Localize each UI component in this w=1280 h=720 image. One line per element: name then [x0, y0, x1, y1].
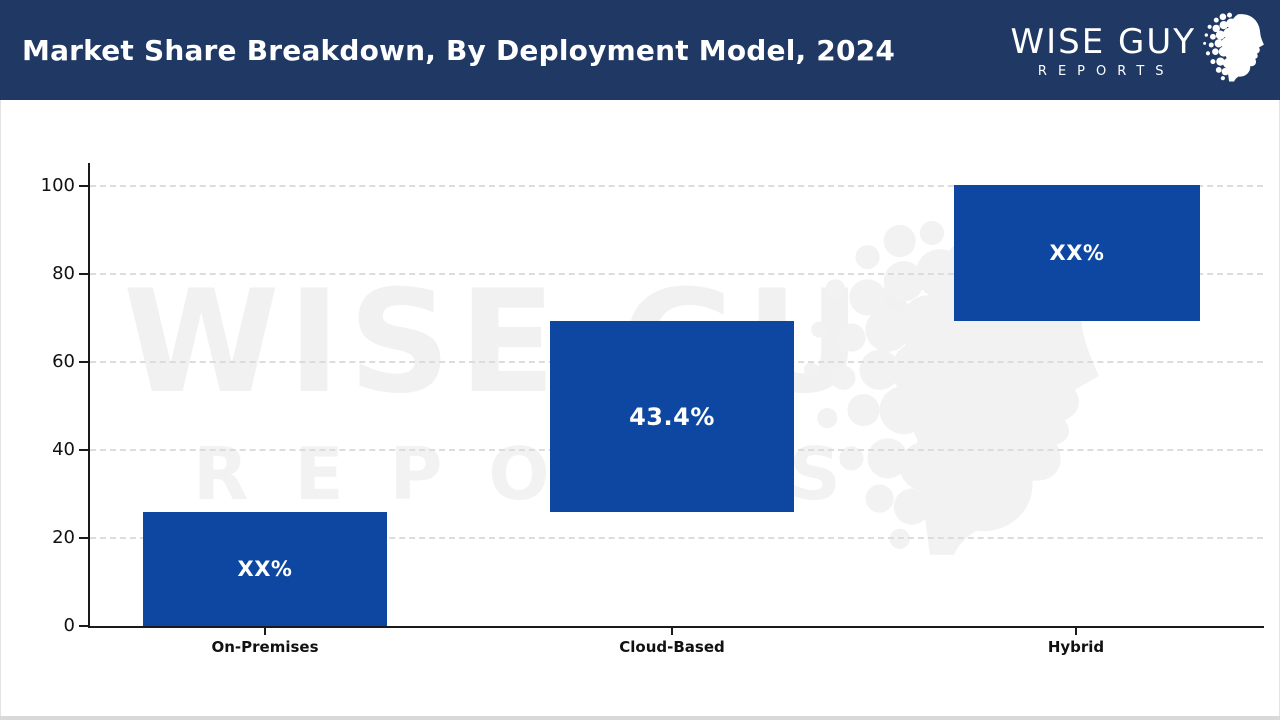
y-tick: [79, 625, 88, 627]
y-tick-label: 0: [63, 615, 75, 636]
y-tick: [79, 273, 88, 275]
y-tick-label: 20: [52, 527, 75, 548]
y-tick-label: 80: [52, 263, 75, 284]
x-category-label-hybrid: Hybrid: [1047, 638, 1105, 656]
y-tick: [79, 537, 88, 539]
x-tick: [671, 628, 673, 635]
plot-area: WISE GUY REPORTS XX% 43.4% XX% 100 80 60…: [0, 100, 1280, 720]
x-tick: [264, 628, 266, 635]
chart-title: Market Share Breakdown, By Deployment Mo…: [22, 33, 896, 67]
x-tick: [1075, 628, 1077, 635]
y-tick-label: 40: [52, 439, 75, 460]
header-band: Market Share Breakdown, By Deployment Mo…: [0, 0, 1280, 100]
bar-value-label: XX%: [237, 557, 293, 581]
y-tick: [79, 449, 88, 451]
logo-subtitle: REPORTS: [1037, 63, 1175, 79]
y-axis-line: [88, 163, 90, 628]
x-category-label-on-premises: On-Premises: [211, 638, 319, 656]
logo-text: WISE GUY REPORTS: [1010, 22, 1196, 79]
y-tick-label: 100: [40, 175, 75, 196]
y-tick-label: 60: [52, 351, 75, 372]
bar-on-premises: XX%: [143, 512, 387, 626]
wise-guy-reports-logo: WISE GUY REPORTS: [1010, 6, 1266, 94]
bar-value-label: 43.4%: [629, 402, 715, 431]
logo-name: WISE GUY: [1010, 21, 1196, 62]
y-tick: [79, 361, 88, 363]
bar-cloud-based: 43.4%: [550, 321, 794, 512]
gridline-20: [90, 537, 1263, 539]
bar-value-label: XX%: [1049, 241, 1105, 265]
gridline-80: [90, 273, 1263, 275]
dotted-head-icon: [1198, 9, 1266, 91]
bottom-border-strip: [0, 716, 1280, 720]
y-tick: [79, 185, 88, 187]
gridline-100: [90, 185, 1263, 187]
bar-hybrid: XX%: [954, 185, 1200, 321]
x-axis-line: [88, 626, 1264, 628]
x-category-label-cloud-based: Cloud-Based: [619, 638, 725, 656]
